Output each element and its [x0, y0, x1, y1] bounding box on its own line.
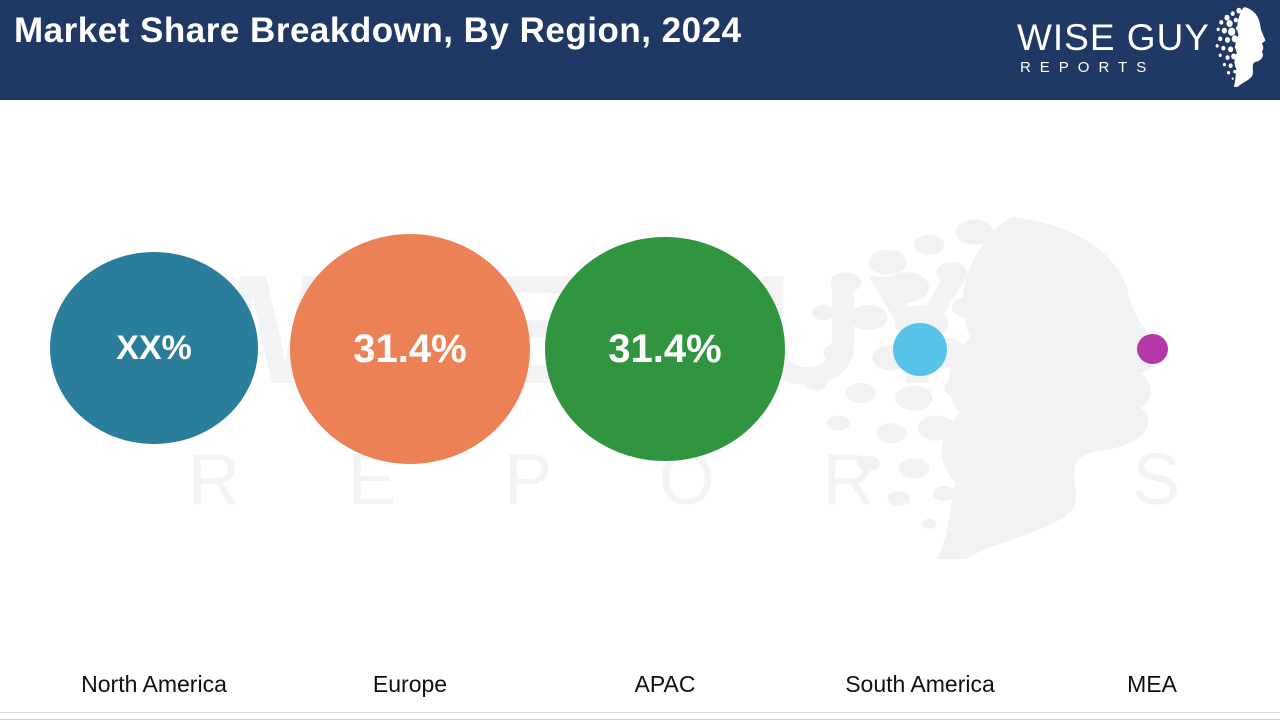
- bottom-divider-line: [0, 712, 1280, 713]
- bubble-north-america: XX%: [50, 252, 258, 444]
- category-label-south-america: South America: [845, 671, 995, 697]
- bubble-europe: 31.4%: [290, 234, 530, 464]
- wise-guy-logo: WISE GUY REPORTS: [1017, 6, 1266, 88]
- watermark-head-silhouette-icon: [804, 217, 1168, 559]
- logo-wordmark: WISE GUY: [1016, 16, 1210, 58]
- bubble-value-label: XX%: [116, 328, 192, 367]
- logo-text: WISE GUY REPORTS: [1017, 19, 1210, 76]
- bubble-apac: 31.4%: [545, 237, 785, 461]
- bubble-south-america: [893, 323, 947, 376]
- category-label-mea: MEA: [1127, 671, 1177, 697]
- head-silhouette-icon: [1215, 7, 1266, 87]
- header-bar: Market Share Breakdown, By Region, 2024 …: [0, 0, 1280, 100]
- logo-subtitle: REPORTS: [1019, 58, 1156, 76]
- bubble-value-label: 31.4%: [608, 326, 722, 371]
- bubble-value-label: 31.4%: [353, 326, 467, 371]
- bubble-mea: [1137, 334, 1168, 364]
- page-title: Market Share Breakdown, By Region, 2024: [14, 11, 742, 50]
- category-label-europe: Europe: [372, 671, 448, 697]
- category-label-apac: APAC: [634, 671, 696, 697]
- category-label-north-america: North America: [81, 671, 227, 697]
